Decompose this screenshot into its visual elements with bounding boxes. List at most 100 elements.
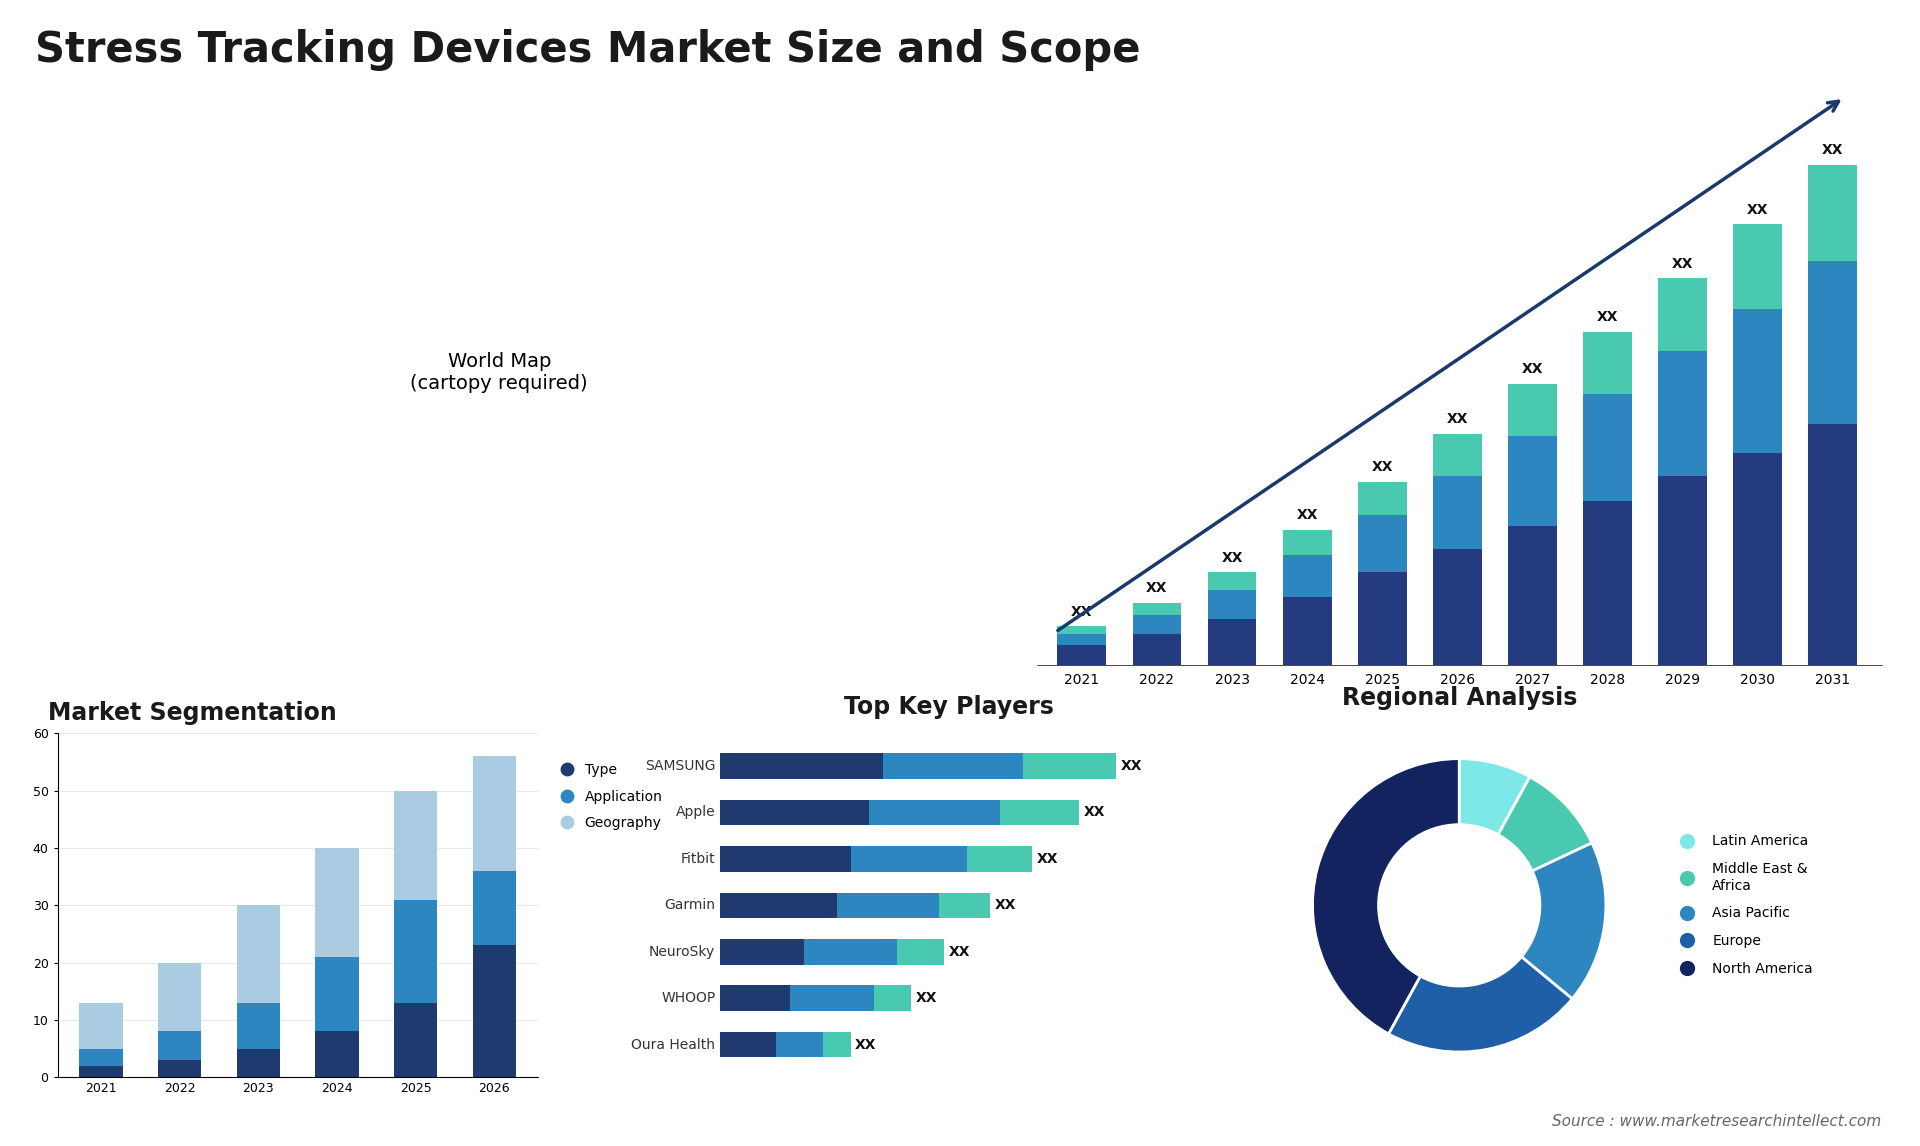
Bar bbox=[1133, 614, 1181, 634]
Bar bbox=[1058, 634, 1106, 645]
Bar bbox=[1734, 225, 1782, 309]
Bar bbox=[776, 1031, 822, 1058]
Bar bbox=[1659, 352, 1707, 477]
Legend: Type, Application, Geography: Type, Application, Geography bbox=[555, 758, 668, 835]
Text: Garmin: Garmin bbox=[664, 898, 716, 912]
Bar bbox=[1507, 526, 1557, 665]
Bar bbox=[874, 986, 912, 1011]
Bar bbox=[472, 871, 516, 945]
Bar bbox=[394, 900, 438, 1003]
Bar bbox=[1208, 572, 1256, 590]
Bar bbox=[1283, 531, 1332, 555]
Bar bbox=[236, 1049, 280, 1077]
Text: XX: XX bbox=[1121, 759, 1142, 772]
Bar bbox=[1357, 515, 1407, 572]
Bar bbox=[720, 939, 804, 965]
Bar bbox=[315, 957, 359, 1031]
Bar bbox=[79, 1049, 123, 1066]
Text: XX: XX bbox=[948, 944, 970, 959]
Bar bbox=[79, 1066, 123, 1077]
Text: XX: XX bbox=[1822, 143, 1843, 157]
Text: XX: XX bbox=[1371, 461, 1394, 474]
Text: NeuroSky: NeuroSky bbox=[649, 944, 716, 959]
Bar bbox=[1133, 634, 1181, 665]
Bar bbox=[1659, 278, 1707, 352]
Bar bbox=[1507, 435, 1557, 526]
Bar bbox=[837, 893, 939, 918]
Bar bbox=[394, 791, 438, 900]
Bar bbox=[1432, 549, 1482, 665]
Bar bbox=[1809, 424, 1857, 665]
Bar bbox=[1809, 165, 1857, 261]
Bar bbox=[1507, 384, 1557, 435]
Bar bbox=[1058, 626, 1106, 634]
Bar bbox=[157, 1031, 202, 1060]
Bar bbox=[472, 756, 516, 871]
Bar bbox=[1584, 393, 1632, 501]
Bar bbox=[822, 1031, 851, 1058]
Text: XX: XX bbox=[1747, 203, 1768, 217]
Bar bbox=[720, 1031, 776, 1058]
Text: XX: XX bbox=[1071, 605, 1092, 619]
Text: XX: XX bbox=[1037, 851, 1058, 866]
Text: SAMSUNG: SAMSUNG bbox=[645, 759, 716, 772]
Bar bbox=[1208, 619, 1256, 665]
Bar bbox=[1357, 482, 1407, 515]
Bar bbox=[1584, 332, 1632, 393]
Bar bbox=[1058, 645, 1106, 665]
Text: Stress Tracking Devices Market Size and Scope: Stress Tracking Devices Market Size and … bbox=[35, 29, 1140, 71]
Text: XX: XX bbox=[1083, 806, 1106, 819]
Bar bbox=[1734, 309, 1782, 453]
Text: World Map
(cartopy required): World Map (cartopy required) bbox=[411, 352, 588, 393]
Bar bbox=[968, 846, 1033, 872]
Bar bbox=[804, 939, 897, 965]
Bar bbox=[851, 846, 968, 872]
Text: WHOOP: WHOOP bbox=[660, 991, 716, 1005]
Bar bbox=[472, 945, 516, 1077]
Bar bbox=[1023, 753, 1116, 779]
Bar bbox=[315, 848, 359, 957]
Bar bbox=[720, 986, 789, 1011]
Text: Source : www.marketresearchintellect.com: Source : www.marketresearchintellect.com bbox=[1553, 1114, 1882, 1129]
Bar bbox=[720, 846, 851, 872]
Text: XX: XX bbox=[1296, 509, 1317, 523]
Title: Top Key Players: Top Key Players bbox=[843, 694, 1054, 719]
Bar bbox=[1133, 603, 1181, 614]
Legend: Latin America, Middle East &
Africa, Asia Pacific, Europe, North America: Latin America, Middle East & Africa, Asi… bbox=[1668, 829, 1818, 982]
Text: XX: XX bbox=[1672, 257, 1693, 270]
Bar bbox=[720, 753, 883, 779]
Text: XX: XX bbox=[1523, 362, 1544, 376]
Text: XX: XX bbox=[1597, 311, 1619, 324]
Bar bbox=[1357, 572, 1407, 665]
Title: Regional Analysis: Regional Analysis bbox=[1342, 686, 1576, 711]
Text: XX: XX bbox=[1446, 413, 1469, 426]
Wedge shape bbox=[1498, 777, 1592, 871]
Bar bbox=[1809, 261, 1857, 424]
Text: Market Segmentation: Market Segmentation bbox=[48, 700, 336, 724]
Bar bbox=[315, 1031, 359, 1077]
Bar bbox=[1432, 434, 1482, 477]
Text: Oura Health: Oura Health bbox=[632, 1038, 716, 1052]
Text: XX: XX bbox=[995, 898, 1016, 912]
Bar bbox=[720, 893, 837, 918]
Bar bbox=[236, 905, 280, 1003]
Text: Apple: Apple bbox=[676, 806, 716, 819]
Bar bbox=[394, 1003, 438, 1077]
Text: XX: XX bbox=[854, 1038, 877, 1052]
Bar bbox=[79, 1003, 123, 1049]
Text: XX: XX bbox=[1146, 581, 1167, 596]
Wedge shape bbox=[1459, 759, 1530, 834]
Bar bbox=[1734, 453, 1782, 665]
Bar bbox=[897, 939, 945, 965]
Bar bbox=[789, 986, 874, 1011]
Bar bbox=[870, 800, 1000, 825]
Wedge shape bbox=[1313, 759, 1459, 1034]
Bar bbox=[1283, 555, 1332, 597]
Text: XX: XX bbox=[1221, 551, 1242, 565]
Bar bbox=[720, 800, 870, 825]
Bar bbox=[1000, 800, 1079, 825]
Text: XX: XX bbox=[916, 991, 937, 1005]
Text: Fitbit: Fitbit bbox=[682, 851, 716, 866]
Wedge shape bbox=[1521, 843, 1605, 999]
Bar bbox=[157, 1060, 202, 1077]
